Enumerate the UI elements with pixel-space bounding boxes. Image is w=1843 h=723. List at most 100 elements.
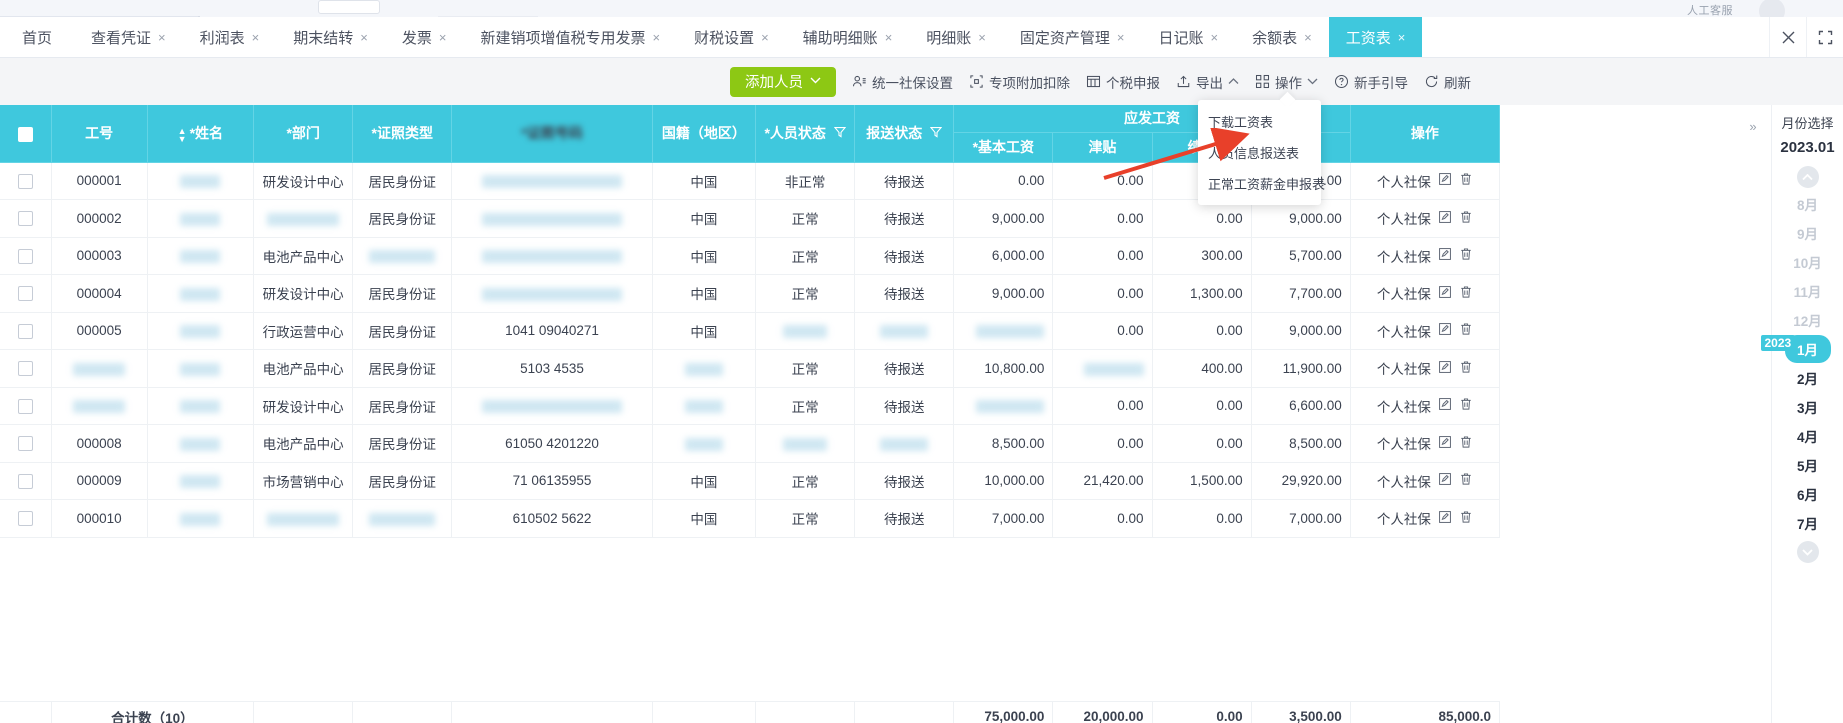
- personal-social-security-link[interactable]: 个人社保: [1376, 362, 1431, 378]
- sort-icon[interactable]: ▲ ▼: [177, 125, 187, 144]
- tax-filing-button[interactable]: 个税申报: [1086, 72, 1160, 92]
- table-row[interactable]: 000007研发设计中心居民身份证3 中国正常待报送6,600.000.000.…: [0, 387, 1500, 425]
- row-checkbox-cell[interactable]: [0, 274, 52, 313]
- edit-icon[interactable]: [1438, 172, 1452, 189]
- col-nation[interactable]: 国籍（地区）: [652, 105, 757, 163]
- menu-item-normal-salary-declaration[interactable]: 正常工资薪金申报表: [1208, 177, 1326, 192]
- unified-social-security-button[interactable]: 统一社保设置: [852, 72, 953, 92]
- edit-icon[interactable]: [1438, 322, 1452, 339]
- row-checkbox-cell[interactable]: [0, 199, 52, 238]
- month-item-10月[interactable]: 10月: [1793, 256, 1822, 271]
- edit-icon[interactable]: [1438, 397, 1452, 414]
- tab-close-icon[interactable]: ×: [158, 29, 166, 45]
- tab-close-icon[interactable]: ×: [360, 29, 368, 45]
- cell-operations[interactable]: 个人社保: [1350, 274, 1500, 313]
- personal-social-security-link[interactable]: 个人社保: [1376, 437, 1431, 453]
- tab-3[interactable]: 期末结转 ×: [276, 17, 385, 57]
- cell-operations[interactable]: 个人社保: [1350, 349, 1500, 388]
- personal-social-security-link[interactable]: 个人社保: [1376, 287, 1431, 303]
- operate-button[interactable]: 操作: [1255, 72, 1318, 92]
- tab-close-icon[interactable]: ×: [1210, 29, 1219, 45]
- export-button[interactable]: 导出: [1176, 72, 1239, 92]
- tab-7[interactable]: 辅助明细账 ×: [786, 17, 910, 57]
- personal-social-security-link[interactable]: 个人社保: [1376, 249, 1431, 265]
- tab-12[interactable]: 工资表 ×: [1328, 17, 1423, 57]
- refresh-button[interactable]: 刷新: [1424, 72, 1471, 92]
- tab-9[interactable]: 固定资产管理 ×: [1003, 17, 1142, 57]
- tab-close-icon[interactable]: ×: [438, 29, 447, 45]
- edit-icon[interactable]: [1438, 510, 1452, 527]
- row-checkbox-cell[interactable]: [0, 162, 52, 200]
- personal-social-security-link[interactable]: 个人社保: [1376, 474, 1431, 490]
- menu-item-personnel-report[interactable]: 人员信息报送表: [1208, 146, 1300, 161]
- month-item-12月[interactable]: 12月: [1793, 314, 1822, 329]
- row-checkbox[interactable]: [17, 436, 33, 452]
- tab-5[interactable]: 新建销项增值税专用发票 ×: [463, 17, 677, 57]
- col-idno[interactable]: *证照号码: [451, 105, 653, 163]
- tab-11[interactable]: 余额表 ×: [1235, 17, 1329, 57]
- row-checkbox-cell[interactable]: [0, 462, 52, 500]
- col-empno[interactable]: 工号: [51, 105, 148, 163]
- col-idtype[interactable]: *证照类型: [352, 105, 453, 163]
- delete-icon[interactable]: [1459, 210, 1473, 227]
- personal-social-security-link[interactable]: 个人社保: [1376, 212, 1431, 228]
- add-person-button[interactable]: 添加人员: [730, 66, 836, 97]
- row-checkbox-cell[interactable]: [0, 387, 52, 425]
- month-item-7月[interactable]: 7月: [1796, 517, 1818, 532]
- cell-operations[interactable]: 个人社保: [1350, 237, 1500, 275]
- tab-2[interactable]: 利润表 ×: [183, 17, 277, 57]
- table-row[interactable]: 000009 市场营销中心 居民身份证 71 06135955 中国 正常 待报送 10,0…: [0, 462, 1500, 500]
- tab-close-icon[interactable]: ×: [978, 29, 986, 45]
- month-item-11月[interactable]: 11月: [1793, 285, 1822, 300]
- fullscreen-icon[interactable]: [1806, 17, 1843, 57]
- tab-close-icon[interactable]: ×: [884, 29, 893, 45]
- scroll-down-icon[interactable]: [1796, 541, 1819, 563]
- month-item-3月[interactable]: 3月: [1796, 401, 1818, 416]
- delete-icon[interactable]: [1459, 285, 1473, 302]
- row-checkbox-cell[interactable]: [0, 349, 52, 388]
- cell-operations[interactable]: 个人社保: [1350, 162, 1500, 200]
- row-checkbox[interactable]: [17, 248, 33, 264]
- tab-close-icon[interactable]: ×: [1116, 29, 1125, 45]
- delete-icon[interactable]: [1459, 435, 1473, 452]
- delete-icon[interactable]: [1459, 397, 1473, 414]
- row-checkbox[interactable]: [17, 473, 33, 489]
- special-deduction-button[interactable]: 专项附加扣除: [969, 72, 1070, 92]
- customer-service-label[interactable]: 人工客服: [1687, 5, 1733, 17]
- month-item-5月[interactable]: 5月: [1796, 459, 1818, 474]
- personal-social-security-link[interactable]: 个人社保: [1376, 324, 1431, 340]
- edit-icon[interactable]: [1438, 472, 1452, 489]
- filter-icon[interactable]: [929, 125, 943, 141]
- table-row[interactable]: 000003 丁 电池产品中心 居民身份证 610 117 2 中国正常待报送6,000.…: [0, 237, 1500, 275]
- export-dropdown-menu[interactable]: 下载工资表 人员信息报送表 正常工资薪金申报表: [1198, 100, 1326, 205]
- row-checkbox[interactable]: [17, 398, 33, 414]
- row-checkbox-cell[interactable]: [0, 424, 52, 463]
- col-base-salary[interactable]: *基本工资: [953, 132, 1054, 163]
- row-checkbox[interactable]: [17, 361, 33, 377]
- row-checkbox-cell[interactable]: [0, 312, 52, 350]
- month-item-6月[interactable]: 6月: [1796, 488, 1818, 503]
- select-all-checkbox[interactable]: [17, 126, 33, 142]
- tab-close-icon[interactable]: ×: [1397, 29, 1406, 45]
- row-checkbox[interactable]: [17, 511, 33, 527]
- personal-social-security-link[interactable]: 个人社保: [1376, 399, 1431, 415]
- edit-icon[interactable]: [1438, 360, 1452, 377]
- row-checkbox[interactable]: [17, 173, 33, 189]
- tab-1[interactable]: 查看凭证 ×: [74, 17, 183, 57]
- tab-close-icon[interactable]: ×: [1304, 29, 1312, 45]
- tab-0[interactable]: 首页: [0, 17, 74, 57]
- personal-social-security-link[interactable]: 个人社保: [1376, 174, 1431, 190]
- edit-icon[interactable]: [1438, 285, 1452, 302]
- delete-icon[interactable]: [1459, 472, 1473, 489]
- cell-operations[interactable]: 个人社保: [1350, 499, 1500, 538]
- month-item-2月[interactable]: 2月: [1796, 372, 1818, 387]
- edit-icon[interactable]: [1438, 210, 1452, 227]
- month-item-9月[interactable]: 9月: [1796, 227, 1818, 242]
- delete-icon[interactable]: [1459, 172, 1473, 189]
- delete-icon[interactable]: [1459, 247, 1473, 264]
- filter-icon[interactable]: [833, 125, 846, 141]
- menu-item-download-salary[interactable]: 下载工资表: [1208, 115, 1274, 130]
- tab-close-icon[interactable]: ×: [251, 29, 260, 45]
- col-dept[interactable]: *部门: [253, 105, 354, 163]
